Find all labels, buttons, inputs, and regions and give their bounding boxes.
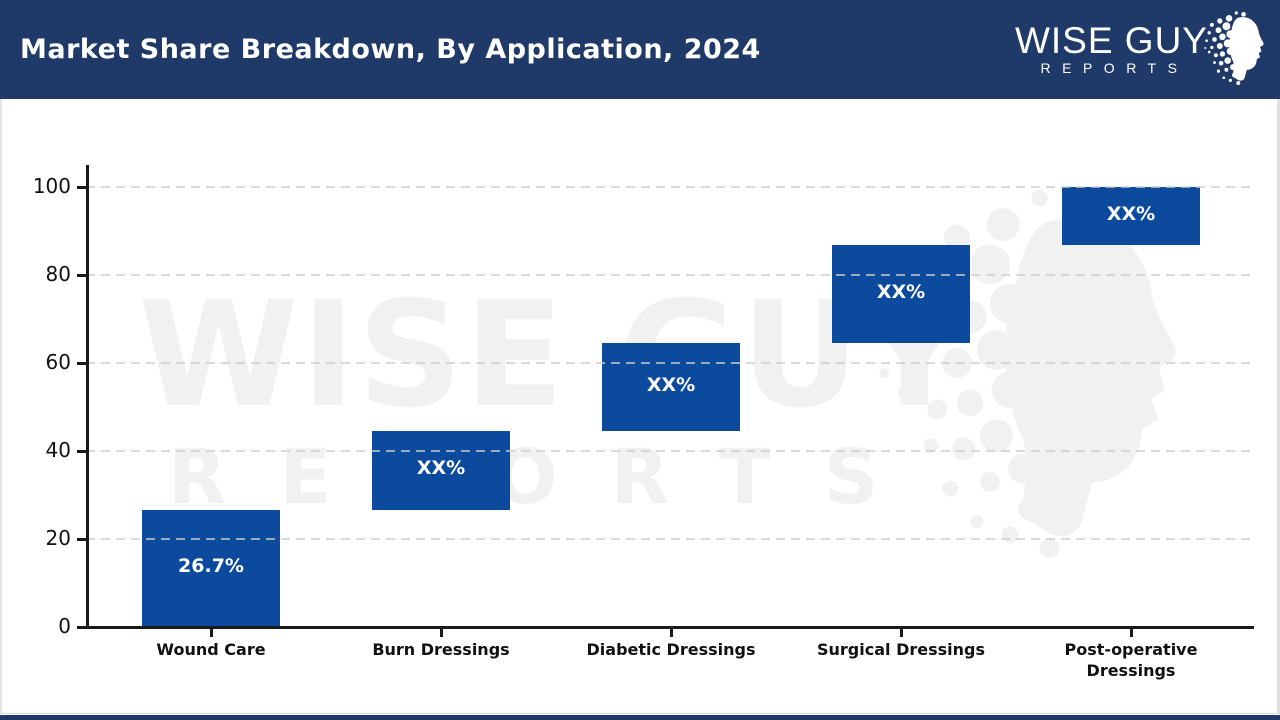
y-axis-tick [77, 626, 86, 629]
x-axis-tick [900, 628, 903, 637]
logo-subtitle: REPORTS [1040, 60, 1189, 77]
gridline [86, 274, 1254, 276]
logo-wordmark: WISE GUY REPORTS [1014, 19, 1208, 77]
bar-value-label: XX% [416, 457, 466, 480]
y-axis-tick-label: 80 [45, 262, 71, 286]
dotted-head-logo-icon [1204, 11, 1264, 85]
x-axis-tick [1130, 628, 1133, 637]
bar-value-label: 26.7% [178, 555, 244, 578]
bar-value-label: XX% [1106, 202, 1156, 225]
x-axis-category-label: Diabetic Dressings [586, 640, 756, 659]
gridline [86, 186, 1254, 188]
y-axis-tick [77, 450, 86, 453]
y-axis-tick-label: 60 [45, 350, 71, 374]
y-axis-tick-label: 40 [45, 438, 71, 462]
bar-value-label: XX% [876, 281, 926, 304]
bar [142, 509, 280, 627]
bar [372, 431, 510, 510]
x-axis-category-label: Burn Dressings [372, 640, 510, 659]
y-axis-tick-label: 100 [32, 174, 71, 198]
footer-bar [0, 715, 1280, 720]
y-axis-tick [77, 362, 86, 365]
y-axis-tick [77, 274, 86, 277]
bar [832, 245, 970, 344]
bar [1062, 187, 1200, 245]
gridline [86, 362, 1254, 364]
gridline [86, 450, 1254, 452]
x-axis-line [86, 626, 1254, 629]
x-axis-tick [670, 628, 673, 637]
y-axis-tick [77, 186, 86, 189]
x-axis-tick [210, 628, 213, 637]
x-axis-category-label: Surgical Dressings [817, 640, 985, 659]
x-axis-category-label: Post-operative Dressings [1064, 640, 1198, 680]
header-bar: Market Share Breakdown, By Application, … [0, 0, 1280, 99]
x-axis-tick [440, 628, 443, 637]
watermark-text-line2: REPORTS [168, 432, 932, 521]
watermark-text-line1: WISE GUY [138, 270, 970, 440]
y-axis-tick-label: 0 [58, 614, 71, 638]
bar [602, 343, 740, 432]
x-axis-category-label: Wound Care [156, 640, 266, 659]
logo-title: WISE GUY [1014, 19, 1208, 61]
gridline [86, 538, 1254, 540]
page-title: Market Share Breakdown, By Application, … [20, 34, 761, 65]
y-axis-tick-label: 20 [45, 526, 71, 550]
bar-value-label: XX% [646, 374, 696, 397]
y-axis-tick [77, 538, 86, 541]
y-axis-line [86, 165, 89, 629]
wise-guy-reports-logo: WISE GUY REPORTS [1015, 8, 1266, 90]
